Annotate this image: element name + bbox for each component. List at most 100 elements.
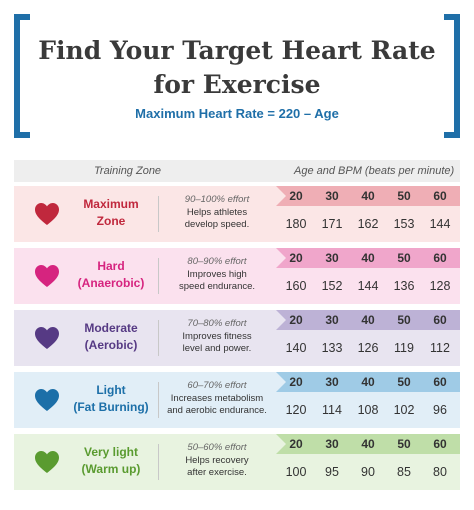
bpm-cell: 126: [357, 341, 379, 355]
description-line-2: and aerobic endurance.: [167, 405, 267, 416]
bpm-cell: 100: [285, 465, 307, 479]
effort-label: 90–100% effort: [184, 194, 250, 205]
left-bracket: [14, 14, 30, 138]
zone-name-line-2: (Anaerobic): [77, 276, 145, 290]
bpm-cell: 128: [429, 279, 451, 293]
age-cell: 30: [325, 375, 339, 389]
zone-name-line-2: (Warm up): [81, 462, 141, 476]
age-cell: 40: [361, 189, 375, 203]
zone-name-line-2: Zone: [96, 214, 126, 228]
zone-row: Light (Fat Burning) 60–70% effort Increa…: [14, 372, 460, 428]
zone-row: Very light (Warm up) 50–60% effort Helps…: [14, 434, 460, 490]
bpm-cell: 95: [325, 465, 339, 479]
age-cell: 60: [433, 375, 447, 389]
heart-icon: [35, 327, 59, 349]
bpm-cell: 162: [357, 217, 379, 231]
description-line-2: level and power.: [182, 343, 252, 354]
bpm-cell: 160: [285, 279, 307, 293]
bpm-cell: 85: [397, 465, 411, 479]
heart-icon: [35, 265, 59, 287]
age-cell: 60: [433, 437, 447, 451]
bpm-cell: 108: [357, 403, 379, 417]
age-strip: 20 30 40 50 60: [276, 310, 460, 330]
training-zone-header: Training Zone: [94, 165, 162, 177]
age-cell: 20: [289, 437, 303, 451]
age-cell: 30: [325, 313, 339, 327]
zone-name: Moderate (Aerobic): [66, 320, 156, 354]
age-cell: 20: [289, 189, 303, 203]
zone-description: Improves high speed endurance.: [162, 269, 272, 293]
description-line-1: Increases metabolism: [170, 393, 264, 404]
title-line-2: for Exercise: [153, 70, 321, 99]
bpm-cell: 153: [393, 217, 415, 231]
bpm-strip: 180 171 162 153 144: [276, 206, 460, 242]
bpm-cell: 119: [394, 341, 414, 355]
age-cell: 50: [397, 313, 411, 327]
description-line-1: Helps recovery: [185, 455, 249, 466]
zone-name-line-1: Moderate: [84, 321, 138, 335]
effort-label: 60–70% effort: [187, 380, 247, 391]
age-cell: 40: [361, 313, 375, 327]
zone-row: Hard (Anaerobic) 80–90% effort Improves …: [14, 248, 460, 304]
description-line-1: Improves fitness: [182, 331, 252, 342]
description-line-1: Improves high: [187, 269, 247, 280]
description-line-2: speed endurance.: [178, 281, 256, 292]
description-line-1: Helps athletes: [186, 207, 248, 218]
zone-name-line-1: Very light: [83, 445, 139, 459]
bpm-cell: 140: [285, 341, 307, 355]
divider: [158, 196, 159, 232]
divider: [158, 382, 159, 418]
zone-description: Helps athletes develop speed.: [162, 207, 272, 231]
age-cell: 30: [325, 437, 339, 451]
age-cell: 50: [397, 437, 411, 451]
description-line-2: develop speed.: [184, 219, 250, 230]
heart-icon: [35, 451, 59, 473]
zone-description: Increases metabolism and aerobic enduran…: [162, 393, 272, 417]
age-cell: 40: [361, 251, 375, 265]
arrow-notch: [276, 186, 286, 206]
age-cell: 40: [361, 437, 375, 451]
bpm-cell: 90: [361, 465, 375, 479]
bpm-strip: 160 152 144 136 128: [276, 268, 460, 304]
zone-name-line-2: (Fat Burning): [73, 400, 149, 414]
age-cell: 50: [397, 189, 411, 203]
age-cell: 30: [325, 189, 339, 203]
arrow-notch: [276, 372, 286, 392]
zone-row: Moderate (Aerobic) 70–80% effort Improve…: [14, 310, 460, 366]
zone-name-line-1: Hard: [97, 259, 125, 273]
zone-name: Light (Fat Burning): [66, 382, 156, 416]
bpm-cell: 144: [429, 217, 451, 231]
divider: [158, 320, 159, 356]
effort-label: 70–80% effort: [187, 318, 247, 329]
age-cell: 20: [289, 313, 303, 327]
heart-icon: [35, 389, 59, 411]
bpm-cell: 171: [321, 217, 343, 231]
divider: [158, 258, 159, 294]
bpm-cell: 180: [285, 217, 307, 231]
max-heart-rate-formula: Maximum Heart Rate = 220 – Age: [135, 106, 339, 121]
age-strip: 20 30 40 50 60: [276, 186, 460, 206]
age-cell: 50: [397, 251, 411, 265]
zone-row: Maximum Zone 90–100% effort Helps athlet…: [14, 186, 460, 242]
bpm-cell: 114: [322, 403, 342, 417]
bpm-cell: 120: [285, 403, 307, 417]
description-line-2: after exercise.: [187, 467, 247, 478]
arrow-notch: [276, 310, 286, 330]
bpm-cell: 80: [433, 465, 447, 479]
age-cell: 50: [397, 375, 411, 389]
arrow-notch: [276, 434, 286, 454]
zone-name-line-1: Light: [96, 383, 126, 397]
age-bpm-header: Age and BPM (beats per minute): [294, 165, 455, 177]
zone-name: Very light (Warm up): [66, 444, 156, 478]
bpm-cell: 112: [430, 341, 450, 355]
zone-description: Helps recovery after exercise.: [162, 455, 272, 479]
bpm-cell: 136: [393, 279, 415, 293]
age-strip: 20 30 40 50 60: [276, 434, 460, 454]
age-cell: 20: [289, 375, 303, 389]
right-bracket: [444, 14, 460, 138]
age-cell: 60: [433, 251, 447, 265]
effort-label: 50–60% effort: [187, 442, 247, 453]
divider: [158, 444, 159, 480]
bpm-strip: 100 95 90 85 80: [276, 454, 460, 490]
bpm-cell: 102: [393, 403, 415, 417]
